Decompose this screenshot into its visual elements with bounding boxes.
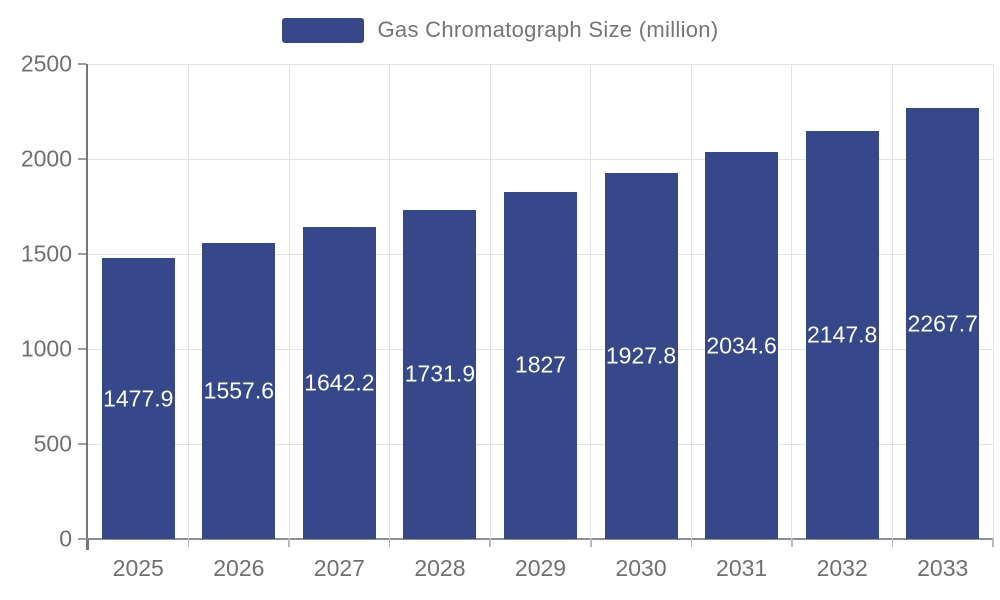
x-axis-tick [489,539,491,547]
gridline-vertical [791,64,793,539]
y-axis-tick [78,253,86,255]
x-axis-tick [288,539,290,547]
x-axis-tick-label: 2027 [313,555,365,581]
bar: 2147.8 [805,130,879,539]
y-axis-tick [78,158,86,160]
bar: 2267.7 [906,108,980,539]
x-axis-tick [992,539,994,547]
x-axis-tick-label: 2025 [112,555,164,581]
y-axis-tick-label: 1000 [20,335,72,362]
gridline-horizontal [88,63,993,65]
bar: 1477.9 [101,258,175,539]
y-axis-tick-label: 1500 [20,240,72,267]
x-axis-tick [590,539,592,547]
x-axis-tick-label: 2033 [917,555,969,581]
x-axis-tick [187,539,190,547]
bar: 1927.8 [604,172,678,539]
bar: 2034.6 [705,152,779,539]
y-axis-tick [78,348,86,350]
gridline-vertical [992,64,994,539]
y-axis-tick-label: 0 [59,525,72,552]
gridline-vertical [489,64,491,539]
bar: 1642.2 [302,226,376,539]
gridline-vertical [188,64,190,539]
x-axis-tick-label: 2031 [716,555,768,581]
x-axis-line [86,538,993,540]
bar-value-label: 1731.9 [404,360,476,387]
x-axis-tick [87,539,89,550]
bar-value-label: 1827 [514,351,567,378]
x-axis-tick [690,539,693,547]
bar-value-label: 1642.2 [304,369,375,396]
bar: 1827 [504,191,577,539]
y-axis-tick [78,538,86,540]
x-axis-tick-label: 2029 [514,555,567,581]
x-axis-tick [791,539,793,547]
bar: 1557.6 [202,243,276,539]
gridline-vertical [288,64,290,539]
legend[interactable]: Gas Chromatograph Size (million) [0,17,1000,43]
bar: 1731.9 [403,209,477,539]
x-axis-tick-label: 2028 [414,555,466,581]
x-axis-tick-label: 2030 [615,555,667,581]
legend-swatch [281,17,364,43]
bar-value-label: 1927.8 [605,342,677,369]
gridline-vertical [891,64,893,539]
gridline-horizontal [88,158,993,160]
bar-value-label: 2267.7 [907,310,978,337]
bar-value-label: 1477.9 [103,385,174,412]
y-axis-line [86,64,88,550]
gridline-vertical [389,64,391,539]
plot-area: 0 500 1000 1500 2000 2500 1477.9 2025 1557.6 2026… [21,51,994,581]
bar-value-label: 1557.6 [203,377,275,404]
gridline-vertical [690,64,692,539]
bar-value-label: 2034.6 [706,332,777,359]
gridline-vertical [590,64,592,539]
y-axis-tick [78,443,86,445]
x-axis-tick [388,539,391,547]
y-axis-tick-label: 2500 [20,50,72,77]
y-axis-tick [78,63,86,65]
x-axis-tick [891,539,894,547]
y-axis-tick-label: 2000 [20,145,72,172]
legend-label: Gas Chromatograph Size (million) [377,17,719,42]
y-axis-tick-label: 500 [33,430,72,457]
x-axis-tick-label: 2026 [213,555,265,581]
bar-value-label: 2147.8 [806,321,878,348]
x-axis-tick-label: 2032 [816,555,868,581]
